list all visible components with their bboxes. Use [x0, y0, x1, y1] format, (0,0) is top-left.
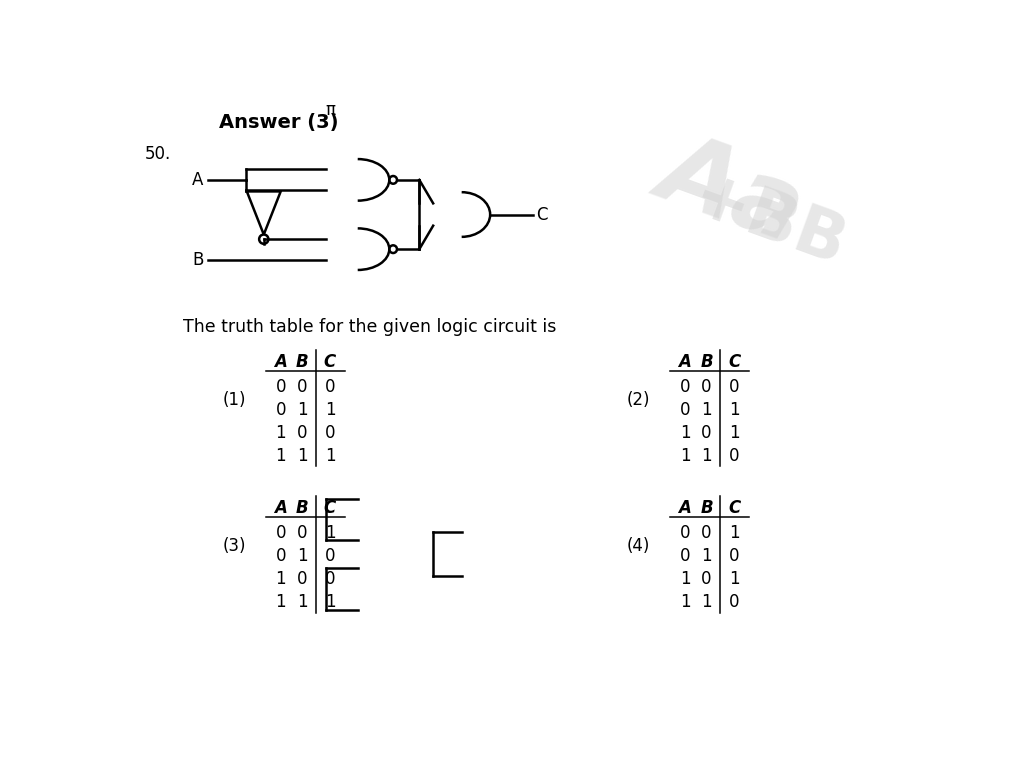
Text: C: C	[324, 499, 336, 517]
Text: 0: 0	[297, 377, 307, 396]
Text: B: B	[700, 499, 713, 517]
Text: 1: 1	[680, 424, 690, 442]
Text: π: π	[326, 100, 336, 119]
Text: B: B	[700, 353, 713, 371]
Text: 0: 0	[275, 401, 286, 419]
Text: 0: 0	[680, 524, 690, 542]
Text: 1: 1	[297, 547, 307, 565]
Text: A: A	[193, 171, 204, 189]
Text: 1: 1	[729, 424, 739, 442]
Text: 1: 1	[325, 524, 335, 542]
Text: A: A	[679, 353, 691, 371]
Text: 1: 1	[275, 594, 286, 611]
Text: 0: 0	[729, 447, 739, 465]
Text: 1: 1	[729, 570, 739, 588]
Text: 0: 0	[297, 524, 307, 542]
Text: 1: 1	[729, 524, 739, 542]
Text: 1: 1	[729, 401, 739, 419]
Text: 1: 1	[325, 401, 335, 419]
Text: (4): (4)	[627, 537, 650, 556]
Text: 0: 0	[275, 524, 286, 542]
Text: 0: 0	[701, 377, 712, 396]
Text: 0: 0	[297, 424, 307, 442]
Text: B: B	[296, 353, 308, 371]
Text: (1): (1)	[223, 391, 246, 409]
Text: The truth table for the given logic circuit is: The truth table for the given logic circ…	[183, 318, 556, 336]
Text: 0: 0	[275, 377, 286, 396]
Text: 0: 0	[680, 547, 690, 565]
Text: 0: 0	[701, 424, 712, 442]
Text: 1: 1	[680, 594, 690, 611]
Text: C: C	[324, 353, 336, 371]
Text: 1: 1	[680, 570, 690, 588]
Text: 1: 1	[701, 447, 712, 465]
Text: 0: 0	[680, 377, 690, 396]
Text: A: A	[274, 499, 287, 517]
Text: 1: 1	[275, 447, 286, 465]
Text: 0: 0	[325, 424, 335, 442]
Text: 1: 1	[325, 447, 335, 465]
Text: Aa: Aa	[646, 121, 816, 262]
Text: 1: 1	[297, 594, 307, 611]
Text: 0: 0	[325, 547, 335, 565]
Text: 1: 1	[297, 401, 307, 419]
Text: 0: 0	[297, 570, 307, 588]
Text: 0: 0	[275, 547, 286, 565]
Text: 0: 0	[729, 547, 739, 565]
Text: C: C	[537, 205, 548, 224]
Text: 1: 1	[701, 547, 712, 565]
Text: 1: 1	[701, 594, 712, 611]
Text: 1: 1	[680, 447, 690, 465]
Text: Answer (3): Answer (3)	[219, 113, 339, 132]
Text: 1: 1	[275, 424, 286, 442]
Text: 1: 1	[701, 401, 712, 419]
Text: 0: 0	[325, 377, 335, 396]
Text: A: A	[679, 499, 691, 517]
Text: B: B	[296, 499, 308, 517]
Text: (2): (2)	[627, 391, 650, 409]
Text: 50.: 50.	[144, 145, 171, 163]
Text: 0: 0	[729, 594, 739, 611]
Text: C: C	[728, 499, 740, 517]
Text: 1: 1	[297, 447, 307, 465]
Text: C: C	[728, 353, 740, 371]
Text: (3): (3)	[223, 537, 246, 556]
Text: +BB: +BB	[684, 164, 855, 280]
Text: 0: 0	[680, 401, 690, 419]
Text: 0: 0	[729, 377, 739, 396]
Text: 0: 0	[701, 570, 712, 588]
Text: 1: 1	[325, 594, 335, 611]
Text: 0: 0	[701, 524, 712, 542]
Text: B: B	[193, 250, 204, 269]
Text: A: A	[274, 353, 287, 371]
Text: 0: 0	[325, 570, 335, 588]
Text: 1: 1	[275, 570, 286, 588]
